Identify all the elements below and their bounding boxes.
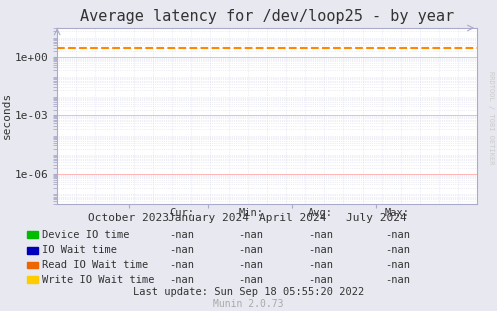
Text: -nan: -nan [385, 245, 410, 255]
Text: Min:: Min: [239, 208, 263, 218]
Text: -nan: -nan [239, 245, 263, 255]
Text: -nan: -nan [308, 275, 333, 285]
Text: -nan: -nan [169, 275, 194, 285]
Text: -nan: -nan [308, 245, 333, 255]
Text: Avg:: Avg: [308, 208, 333, 218]
Text: Munin 2.0.73: Munin 2.0.73 [213, 299, 284, 309]
Title: Average latency for /dev/loop25 - by year: Average latency for /dev/loop25 - by yea… [80, 9, 454, 24]
Text: Device IO time: Device IO time [42, 230, 130, 240]
Text: IO Wait time: IO Wait time [42, 245, 117, 255]
Text: -nan: -nan [308, 230, 333, 240]
Text: -nan: -nan [385, 230, 410, 240]
Text: Read IO Wait time: Read IO Wait time [42, 260, 149, 270]
Y-axis label: seconds: seconds [1, 92, 11, 139]
Text: RRDTOOL / TOBI OETIKER: RRDTOOL / TOBI OETIKER [488, 72, 494, 165]
Text: -nan: -nan [169, 245, 194, 255]
Text: -nan: -nan [169, 230, 194, 240]
Text: Cur:: Cur: [169, 208, 194, 218]
Text: Last update: Sun Sep 18 05:55:20 2022: Last update: Sun Sep 18 05:55:20 2022 [133, 287, 364, 297]
Text: Write IO Wait time: Write IO Wait time [42, 275, 155, 285]
Text: -nan: -nan [239, 260, 263, 270]
Text: -nan: -nan [385, 275, 410, 285]
Text: Max:: Max: [385, 208, 410, 218]
Text: -nan: -nan [385, 260, 410, 270]
Text: -nan: -nan [308, 260, 333, 270]
Text: -nan: -nan [239, 275, 263, 285]
Text: -nan: -nan [239, 230, 263, 240]
Text: -nan: -nan [169, 260, 194, 270]
